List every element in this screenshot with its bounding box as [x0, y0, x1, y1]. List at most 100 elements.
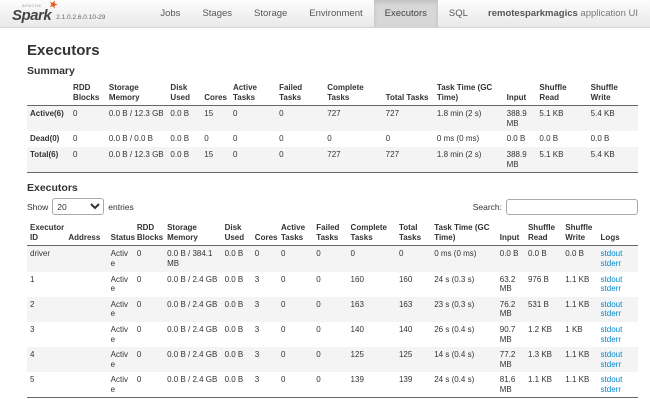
- stderr-link[interactable]: stderr: [600, 359, 621, 369]
- executor-cell: 0: [281, 299, 286, 309]
- summary-column-header[interactable]: Disk Used: [167, 81, 202, 107]
- executor-cell: 81.6 MB: [499, 375, 516, 394]
- executors-column-header[interactable]: Input: [496, 221, 525, 247]
- executor-cell: Active: [110, 375, 128, 394]
- executors-column-header[interactable]: Shuffle Write: [562, 221, 598, 247]
- executor-cell: [65, 347, 107, 372]
- nav-tab-executors[interactable]: Executors: [373, 0, 438, 27]
- executor-cell: 0: [316, 324, 321, 334]
- logs-cell: stdout stderr: [598, 322, 638, 347]
- executor-cell: 0.0 B / 2.4 GB: [167, 375, 218, 385]
- page-length-control: Show 20 entries: [27, 198, 134, 216]
- executor-cell: 1.2 KB: [527, 324, 552, 334]
- summary-row: Dead(0) 0 0.0 B / 0.0 B 0.0 B 0 0 0 0 0 0 ms (0 m…: [27, 131, 638, 147]
- stdout-link[interactable]: stdout: [600, 274, 623, 284]
- stdout-link[interactable]: stdout: [600, 249, 623, 259]
- page-title: Executors: [27, 42, 100, 59]
- summary-cell: 0: [232, 109, 238, 119]
- search-input[interactable]: [506, 198, 638, 215]
- summary-column-header[interactable]: [27, 81, 71, 107]
- executors-column-header[interactable]: Shuffle Read: [524, 221, 563, 247]
- summary-column-header[interactable]: Input: [503, 81, 537, 107]
- summary-cell: 0: [385, 134, 391, 144]
- executor-cell: [65, 297, 107, 322]
- executors-column-header[interactable]: Task Time (GC Time): [431, 221, 497, 247]
- summary-cell: 0: [279, 149, 284, 159]
- stderr-link[interactable]: stderr: [600, 384, 621, 394]
- summary-column-header[interactable]: RDD Blocks: [70, 81, 106, 107]
- executors-column-header[interactable]: Storage Memory: [164, 221, 222, 247]
- summary-column-header[interactable]: Shuffle Write: [587, 81, 638, 107]
- executor-cell: 0.0 B / 2.4 GB: [167, 324, 218, 334]
- summary-row: Active(6) 0 0.0 B / 12.3 GB 0.0 B 15 0 0 727 727…: [27, 105, 638, 132]
- logs-cell: stdout stderr: [598, 372, 638, 398]
- executor-cell: 0: [316, 375, 321, 385]
- executors-column-header[interactable]: Total Tasks: [395, 221, 432, 247]
- nav-tab-sql[interactable]: SQL: [448, 8, 468, 19]
- summary-cell: 388.9 MB: [506, 109, 527, 128]
- executor-cell: 0: [350, 249, 355, 259]
- table-controls: Show 20 entries Search:: [27, 198, 638, 216]
- summary-column-header[interactable]: Storage Memory: [105, 81, 168, 107]
- executors-column-header[interactable]: RDD Blocks: [133, 221, 165, 247]
- executor-cell: 0: [136, 274, 142, 284]
- executor-cell: 1.1 KB: [527, 375, 552, 385]
- executor-cell: 0: [398, 249, 404, 259]
- summary-column-header[interactable]: Total Tasks: [382, 81, 434, 107]
- executors-column-header[interactable]: Disk Used: [221, 221, 252, 247]
- page-length-select[interactable]: 20: [52, 198, 105, 216]
- nav-tab-environment[interactable]: Environment: [309, 8, 363, 19]
- nav-tab-storage[interactable]: Storage: [254, 8, 288, 19]
- logs-cell: stdout stderr: [598, 347, 638, 372]
- nav-tab-stages[interactable]: Stages: [202, 8, 233, 19]
- stdout-link[interactable]: stdout: [600, 375, 623, 385]
- executors-column-header[interactable]: Logs: [597, 221, 638, 247]
- executor-cell: 1.1 KB: [565, 350, 590, 360]
- stdout-link[interactable]: stdout: [600, 350, 623, 360]
- stdout-link[interactable]: stdout: [600, 299, 623, 309]
- executors-column-header[interactable]: Active Tasks: [278, 221, 314, 247]
- executors-column-header[interactable]: Complete Tasks: [347, 221, 396, 247]
- executor-cell: 163: [398, 299, 413, 309]
- summary-column-header[interactable]: Task Time (GC Time): [433, 81, 504, 107]
- executors-column-header[interactable]: Address: [65, 221, 108, 247]
- row-label: Total(6): [30, 149, 59, 159]
- executor-cell: 2: [30, 299, 35, 309]
- executors-column-header[interactable]: Cores: [251, 221, 278, 247]
- spark-wordmark: Spark: [12, 7, 52, 24]
- stderr-link[interactable]: stderr: [600, 309, 621, 319]
- stderr-link[interactable]: stderr: [600, 334, 621, 344]
- executor-cell: 140: [398, 324, 413, 334]
- summary-column-header[interactable]: Cores: [201, 81, 230, 107]
- summary-cell: 1.8 min (2 s): [436, 149, 482, 159]
- executor-cell: 0: [281, 324, 286, 334]
- executor-cell: 26 s (0.4 s): [434, 324, 475, 334]
- summary-cell: 0.0 B: [590, 134, 610, 144]
- summary-column-header[interactable]: Shuffle Read: [536, 81, 588, 107]
- executor-cell: 63.2 MB: [499, 274, 516, 294]
- summary-cell: 0: [327, 134, 332, 144]
- stderr-link[interactable]: stderr: [600, 284, 621, 294]
- summary-table-body: Active(6) 0 0.0 B / 12.3 GB 0.0 B 15 0 0 727 727…: [27, 105, 638, 173]
- executor-cell: 76.2 MB: [499, 299, 516, 319]
- executors-column-header[interactable]: Status: [107, 221, 135, 247]
- executor-cell: 0: [136, 350, 142, 360]
- navbar-tabs: Jobs Stages Storage Environment Executors SQL: [149, 0, 479, 27]
- executors-column-header[interactable]: Executor ID: [27, 221, 66, 247]
- nav-tab-jobs[interactable]: Jobs: [160, 8, 181, 19]
- executor-cell: 0.0 B: [224, 375, 244, 385]
- executor-cell: [65, 322, 107, 347]
- executor-cell: 4: [30, 350, 35, 360]
- summary-column-header[interactable]: Complete Tasks: [324, 81, 383, 107]
- spark-logo[interactable]: APACHE Spark ★ 2.1.0.2.6.0.10-29: [0, 0, 111, 27]
- summary-column-header[interactable]: Active Tasks: [229, 81, 277, 107]
- summary-cell: 5.4 KB: [590, 109, 615, 119]
- stderr-link[interactable]: stderr: [600, 258, 621, 268]
- executor-cell: 0: [281, 350, 286, 360]
- executors-column-header[interactable]: Failed Tasks: [313, 221, 348, 247]
- summary-column-header[interactable]: Failed Tasks: [276, 81, 325, 107]
- executor-cell: 1.3 KB: [527, 350, 552, 360]
- stdout-link[interactable]: stdout: [600, 324, 623, 334]
- summary-cell: 0.0 B: [170, 134, 190, 144]
